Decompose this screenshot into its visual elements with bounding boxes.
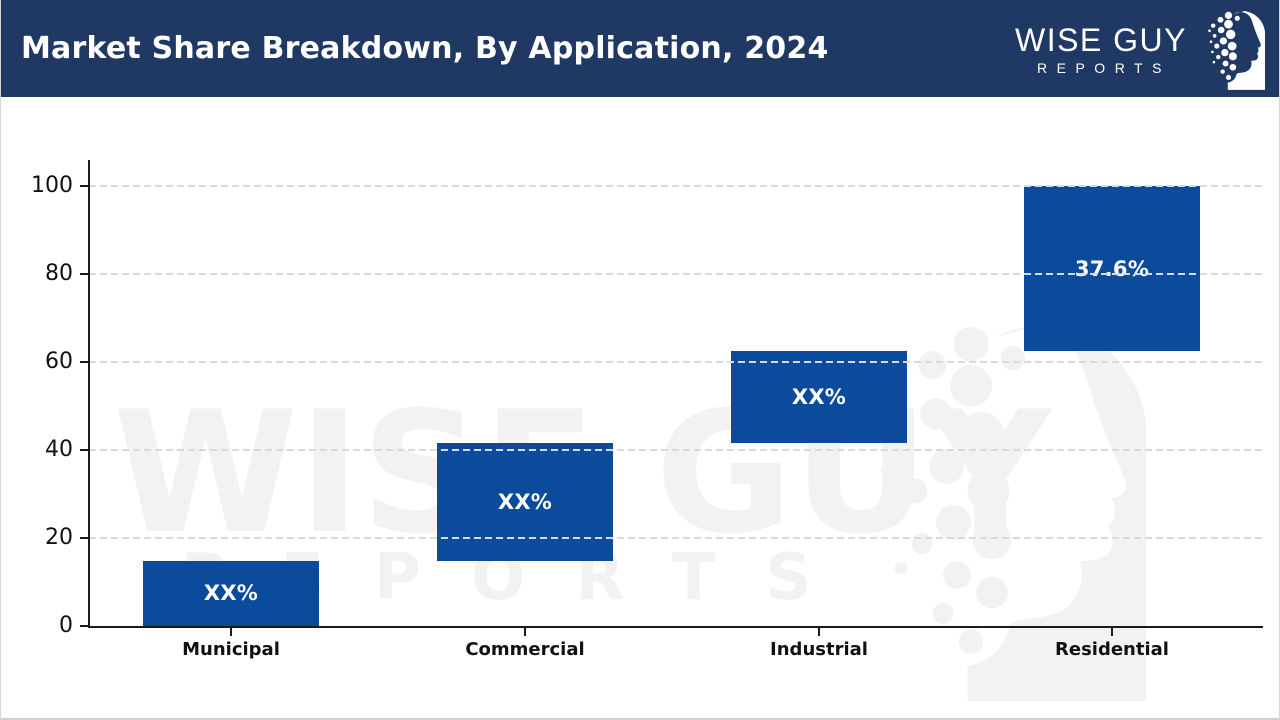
grid-line [89, 537, 1263, 539]
y-tick-label: 20 [45, 525, 73, 550]
logo-wise-guy-text: WISE GUY [1014, 21, 1187, 58]
x-axis-line [88, 626, 1263, 628]
x-tick [230, 628, 232, 636]
bar-value-label: XX% [203, 581, 259, 606]
logo-dotted-head-icon [1208, 11, 1265, 90]
x-axis-category-label: Municipal [182, 639, 280, 660]
bar-value-label: XX% [497, 489, 553, 514]
bar-segment: XX% [143, 560, 319, 626]
y-tick-label: 40 [45, 437, 73, 462]
y-tick [80, 185, 89, 187]
chart-area: WISE GUY REPORTS 0 20 40 60 80 100 Municipal Co… [1, 97, 1279, 718]
y-axis-line [88, 160, 90, 628]
header-banner: Market Share Breakdown, By Application, … [1, 0, 1279, 97]
x-axis-category-label: Industrial [770, 639, 868, 660]
grid-line [89, 361, 1263, 363]
y-tick-label: 80 [45, 261, 73, 286]
x-axis-category-label: Residential [1055, 639, 1169, 660]
y-tick [80, 625, 89, 627]
y-tick-label: 0 [59, 613, 73, 638]
bar-segment: 37.6% [1024, 186, 1200, 352]
x-tick [818, 628, 820, 636]
y-tick-label: 60 [45, 349, 73, 374]
bar-value-label: 37.6% [1074, 256, 1150, 281]
grid-line [89, 273, 1263, 275]
bar-segment: XX% [437, 442, 613, 561]
x-tick [524, 628, 526, 636]
bar-segment: XX% [731, 351, 907, 443]
x-tick [1111, 628, 1113, 636]
x-axis-category-label: Commercial [465, 639, 585, 660]
y-tick-label: 100 [31, 173, 73, 198]
chart-title: Market Share Breakdown, By Application, … [21, 31, 829, 66]
y-tick [80, 449, 89, 451]
grid-line [89, 449, 1263, 451]
y-tick [80, 537, 89, 539]
y-tick [80, 361, 89, 363]
logo-text: WISE GUY REPORTS [1015, 23, 1187, 76]
wise-guy-logo: WISE GUY REPORTS [1015, 6, 1265, 92]
bar-value-label: XX% [791, 385, 847, 410]
logo-reports-text: REPORTS [1037, 59, 1171, 76]
y-tick [80, 273, 89, 275]
grid-line [89, 185, 1263, 187]
